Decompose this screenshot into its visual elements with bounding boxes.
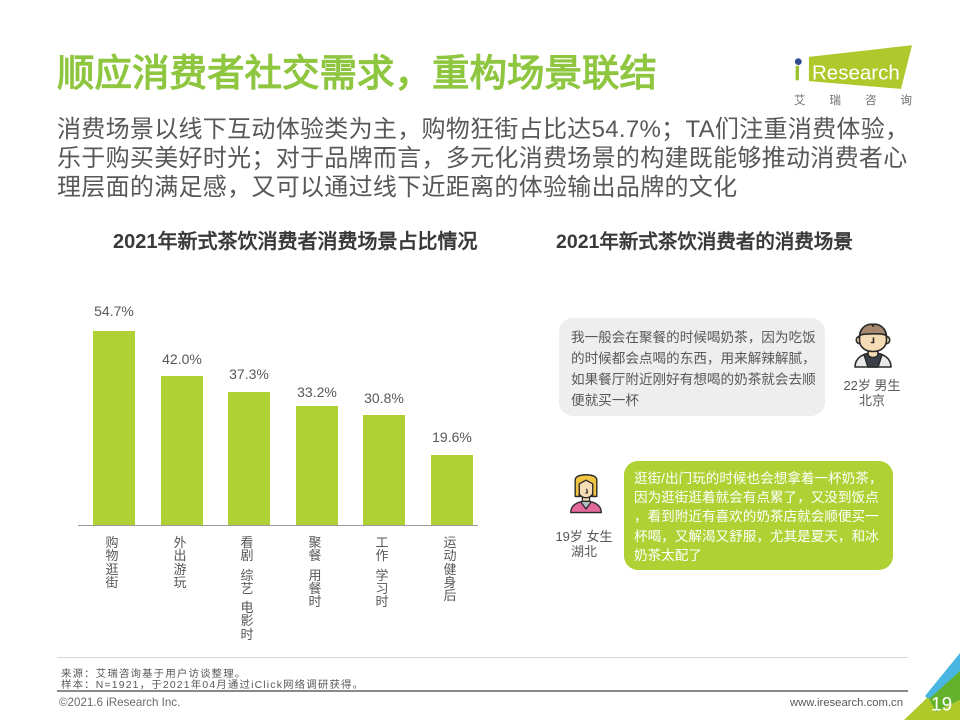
svg-text:19: 19 — [931, 695, 952, 716]
svg-text:Research: Research — [812, 62, 900, 85]
